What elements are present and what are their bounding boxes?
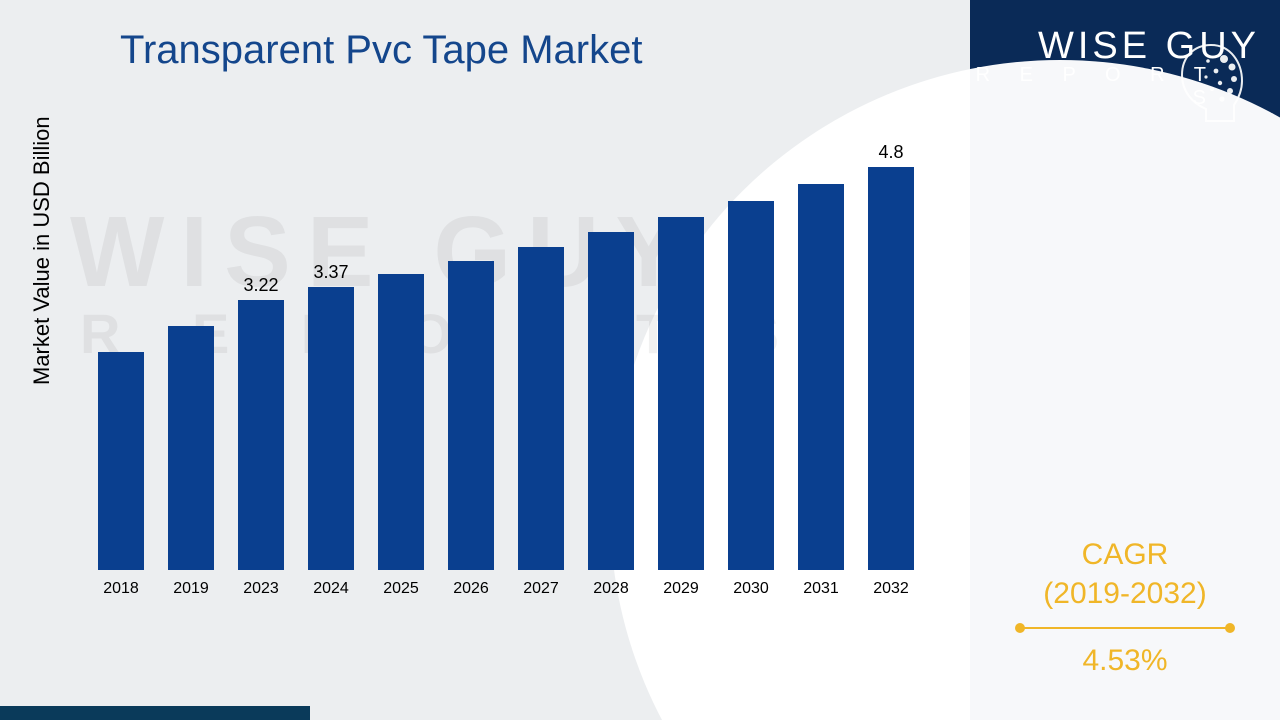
x-tick-label: 2024 [296,580,366,598]
x-tick-label: 2026 [436,580,506,598]
bar [378,274,424,570]
bar-group: 2031 [798,184,844,570]
bar-group: 2019 [168,326,214,570]
x-tick-label: 2027 [506,580,576,598]
bar-group: 2030 [728,201,774,570]
bar-group: 2028 [588,232,634,570]
bar-group: 2018 [98,352,144,570]
y-axis-label: Market Value in USD Billion [29,116,55,385]
bar-group: 20233.22 [238,300,284,570]
bar [308,287,354,570]
x-tick-label: 2019 [156,580,226,598]
x-tick-label: 2029 [646,580,716,598]
infographic-canvas: WISE GUY R E P O R T S Transparent Pvc T… [0,0,1280,720]
footer-accent-bar [0,706,310,720]
bar [518,247,564,570]
bar [798,184,844,570]
bar [98,352,144,570]
bar [658,217,704,570]
x-tick-label: 2028 [576,580,646,598]
bar [728,201,774,570]
bar [588,232,634,570]
bar-value-label: 4.8 [856,142,926,163]
bar [868,167,914,570]
bar-plot: 2018 2019 20233.22 20243.37 2025 2026 2027 2028… [92,150,932,570]
bar-group: 2027 [518,247,564,570]
x-tick-label: 2025 [366,580,436,598]
bar-group: 2026 [448,261,494,570]
bar [448,261,494,570]
chart-title: Transparent Pvc Tape Market [120,28,642,73]
bar [238,300,284,570]
x-tick-label: 2031 [786,580,856,598]
bar-group: 20243.37 [308,287,354,570]
bar-group: 20324.8 [868,167,914,570]
chart-area: Market Value in USD Billion 201820192023… [50,150,950,620]
bar-value-label: 3.37 [296,262,366,283]
bar-value-label: 3.22 [226,275,296,296]
bar [168,326,214,570]
x-tick-label: 2030 [716,580,786,598]
x-tick-label: 2023 [226,580,296,598]
bar-group: 2025 [378,274,424,570]
bar-group: 2029 [658,217,704,570]
chart-layer: WISE GUY R E P O R T S Transparent Pvc T… [0,0,1280,720]
x-tick-label: 2018 [86,580,156,598]
x-tick-label: 2032 [856,580,926,598]
